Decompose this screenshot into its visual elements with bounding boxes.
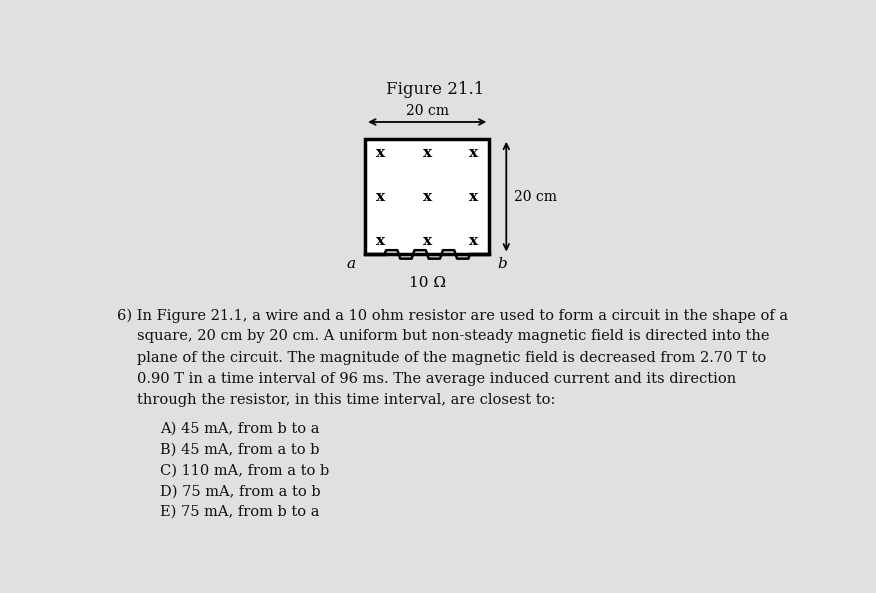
Text: C) 110 mA, from a to b: C) 110 mA, from a to b bbox=[160, 464, 329, 477]
Text: x: x bbox=[470, 190, 478, 203]
Text: a: a bbox=[346, 257, 355, 272]
Text: x: x bbox=[470, 234, 478, 247]
Text: b: b bbox=[497, 257, 506, 272]
Text: square, 20 cm by 20 cm. A uniform but non-steady magnetic field is directed into: square, 20 cm by 20 cm. A uniform but no… bbox=[137, 330, 769, 343]
Text: x: x bbox=[423, 190, 432, 203]
Bar bbox=[365, 139, 490, 254]
Text: 20 cm: 20 cm bbox=[514, 190, 557, 203]
Text: D) 75 mA, from a to b: D) 75 mA, from a to b bbox=[160, 484, 321, 498]
Text: 0.90 T in a time interval of 96 ms. The average induced current and its directio: 0.90 T in a time interval of 96 ms. The … bbox=[137, 372, 736, 386]
Text: 20 cm: 20 cm bbox=[406, 104, 449, 118]
Text: x: x bbox=[376, 190, 385, 203]
Text: x: x bbox=[423, 146, 432, 160]
Text: x: x bbox=[423, 234, 432, 247]
Text: x: x bbox=[376, 234, 385, 247]
Text: E) 75 mA, from b to a: E) 75 mA, from b to a bbox=[160, 505, 320, 519]
Text: A) 45 mA, from b to a: A) 45 mA, from b to a bbox=[160, 422, 320, 436]
Text: x: x bbox=[470, 146, 478, 160]
Text: 10 Ω: 10 Ω bbox=[409, 276, 446, 290]
Text: Figure 21.1: Figure 21.1 bbox=[385, 81, 484, 98]
Text: plane of the circuit. The magnitude of the magnetic field is decreased from 2.70: plane of the circuit. The magnitude of t… bbox=[137, 350, 766, 365]
Text: through the resistor, in this time interval, are closest to:: through the resistor, in this time inter… bbox=[137, 393, 555, 407]
Text: B) 45 mA, from a to b: B) 45 mA, from a to b bbox=[160, 443, 320, 457]
Text: 6) In Figure 21.1, a wire and a 10 ohm resistor are used to form a circuit in th: 6) In Figure 21.1, a wire and a 10 ohm r… bbox=[117, 308, 788, 323]
Text: x: x bbox=[376, 146, 385, 160]
